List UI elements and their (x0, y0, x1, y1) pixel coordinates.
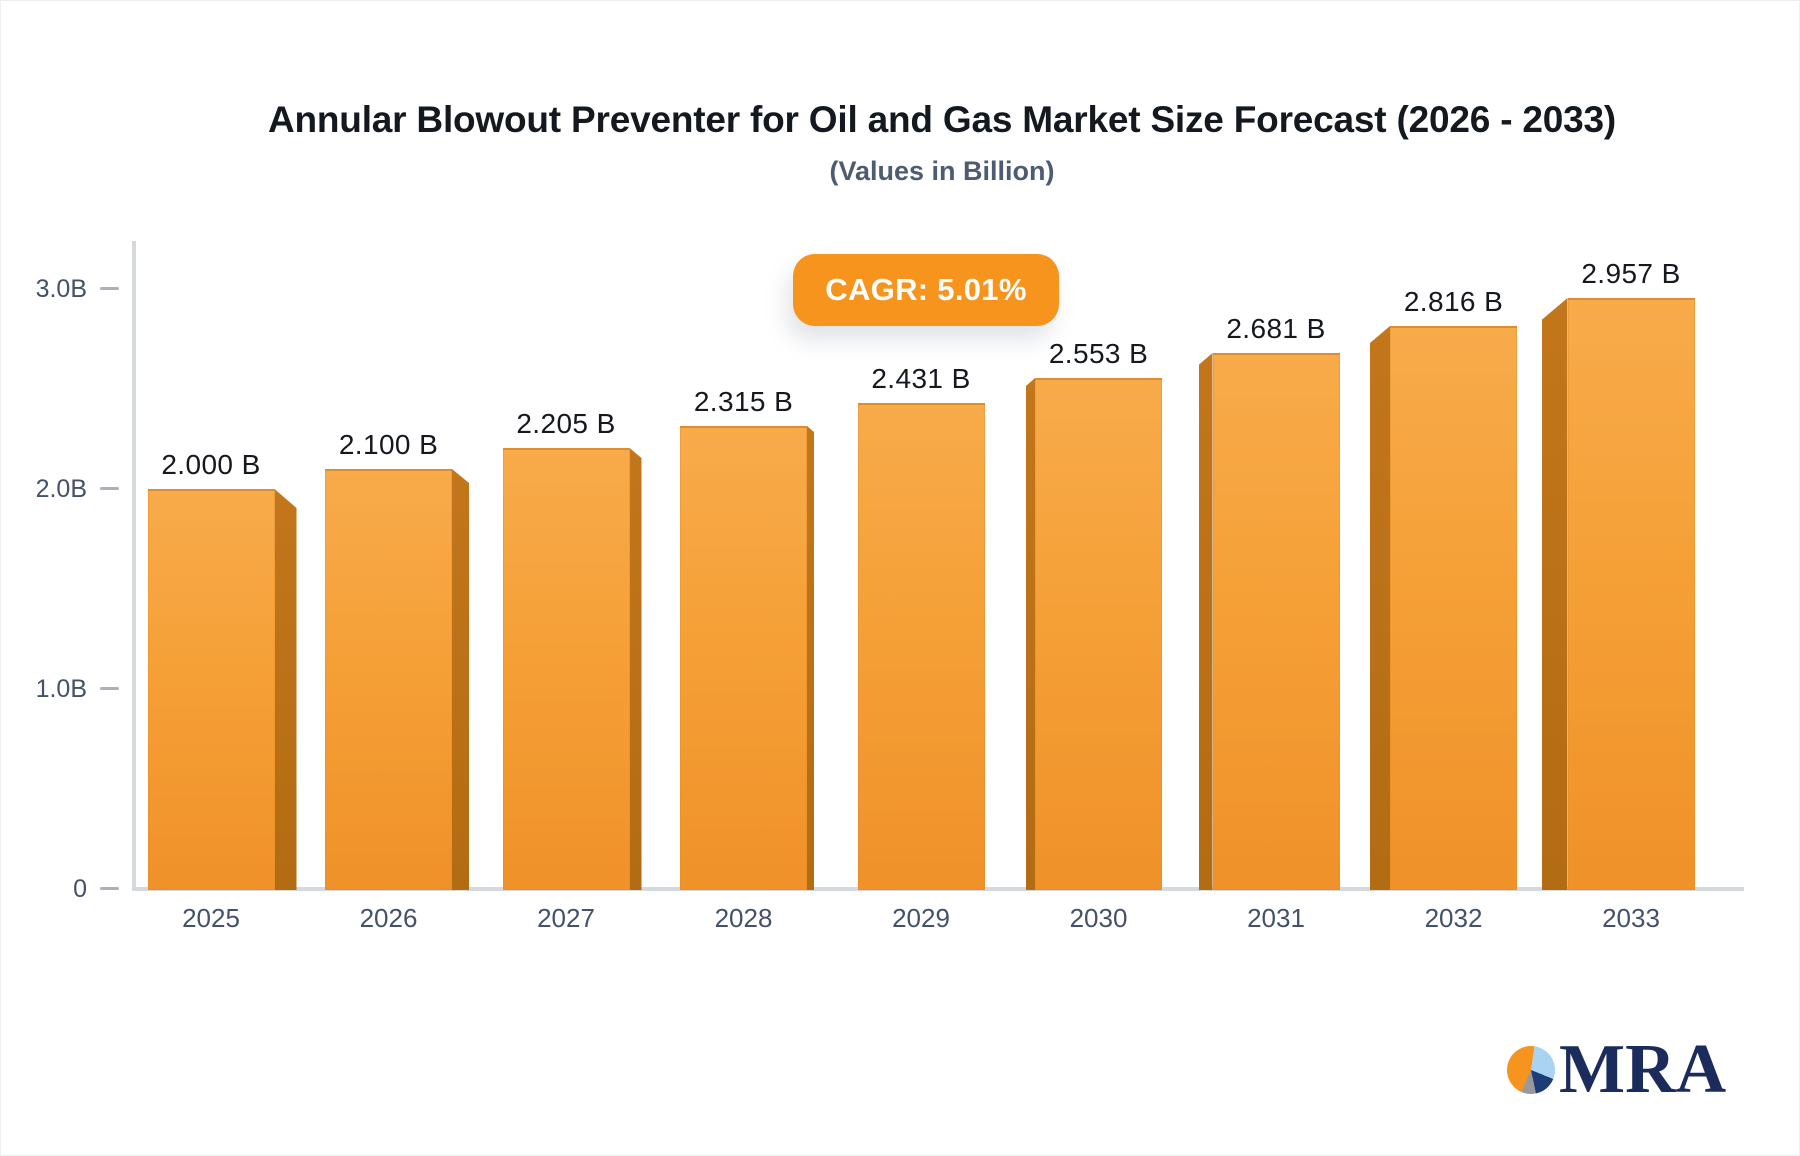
y-tick-label: 3.0B (35, 275, 87, 303)
bar (857, 403, 985, 890)
bar-3d-side (1370, 326, 1390, 890)
x-tick-label: 2027 (537, 903, 595, 933)
cagr-badge-label: CAGR: 5.01% (825, 272, 1027, 307)
pie-chart-icon (1507, 1046, 1555, 1094)
y-tick-dash (100, 487, 119, 490)
x-tick-label: 2032 (1424, 903, 1483, 933)
x-tick-label: 2026 (359, 903, 418, 933)
bar (147, 489, 275, 890)
bar-chart: 3.0B 2.0B 1.0B 0 2.000 B 2025 2.100 B 2026 2.205… (1, 1, 1799, 1001)
bar-3d-side (1541, 298, 1568, 890)
bar-value-label: 2.315 B (693, 386, 794, 417)
x-tick-label: 2030 (1069, 903, 1128, 933)
bar-value-label: 2.431 B (871, 363, 971, 394)
cagr-badge: CAGR: 5.01% (793, 254, 1059, 326)
y-axis-line (132, 241, 136, 891)
bar-3d-side (1198, 353, 1213, 890)
bar-value-label: 2.553 B (1048, 338, 1149, 369)
bar-value-label: 2.000 B (161, 449, 261, 480)
bar-value-label: 2.100 B (338, 429, 439, 460)
chart-subtitle: (Values in Billion) (829, 156, 1055, 187)
bar-3d-side (629, 448, 642, 890)
y-tick-label: 2.0B (35, 475, 87, 503)
bar-3d-side (452, 469, 469, 890)
bar (1567, 298, 1695, 890)
bar-3d-side (274, 489, 297, 890)
bar-value-label: 2.957 B (1581, 258, 1681, 289)
bar-value-label: 2.816 B (1403, 286, 1504, 317)
bar-3d-side (807, 426, 814, 890)
chart-header: Annular Blowout Preventer for Oil and Ga… (83, 1, 1799, 187)
bar-value-label: 2.205 B (516, 408, 616, 439)
bar-3d-side (1026, 378, 1035, 890)
bar-value-label: 2.681 B (1226, 313, 1326, 344)
bar (1035, 378, 1162, 890)
bar (502, 448, 630, 890)
x-tick-label: 2031 (1247, 903, 1305, 933)
bar (1390, 326, 1517, 890)
x-tick-label: 2029 (892, 903, 950, 933)
chart-title: Annular Blowout Preventer for Oil and Ga… (267, 99, 1617, 140)
x-tick-label: 2033 (1602, 903, 1660, 933)
y-tick-dash (100, 887, 119, 890)
x-tick-label: 2025 (182, 903, 240, 933)
x-tick-label: 2028 (714, 903, 773, 933)
bar (1212, 353, 1340, 890)
y-tick-dash (100, 687, 119, 690)
bar (325, 469, 452, 890)
y-tick-label: 1.0B (35, 675, 87, 703)
mra-logo: MRA (1507, 1031, 1727, 1108)
bar (680, 426, 807, 890)
y-tick-dash (100, 287, 119, 290)
y-tick-label: 0 (73, 875, 87, 903)
mra-logo-text: MRA (1559, 1031, 1727, 1108)
